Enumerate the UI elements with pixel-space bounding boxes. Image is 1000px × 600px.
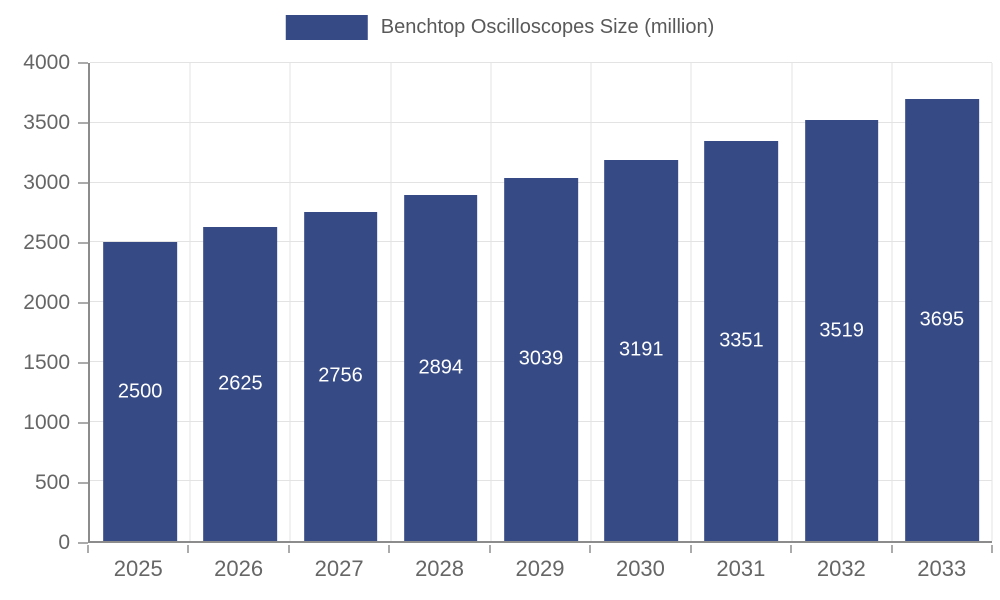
bar-2031: 3351 [704,140,779,541]
x-tick-4 [488,545,491,553]
bar-value-label-2027: 2756 [318,364,363,387]
y-tick-label-1000: 1000 [23,411,70,434]
y-axis-labels: 0 500 1000 1500 2000 2500 3000 3500 4000 [0,51,70,554]
gridline-v-8 [891,63,893,541]
x-axis-ticks [87,545,993,553]
bar-value-label-2029: 3039 [518,347,564,370]
y-tick-label-4000: 4000 [23,51,70,74]
legend: Benchtop Oscilloscopes Size (million) [285,15,715,40]
x-tick-label-2029: 2029 [515,556,565,581]
gridline-v-9 [991,63,993,541]
y-tick-0 [78,542,88,544]
gridline-v-3 [390,63,392,541]
gridline-v-4 [490,63,492,541]
y-tick-label-2000: 2000 [23,291,70,314]
bar-2029: 3039 [504,177,578,541]
y-tick-4000 [78,62,88,64]
y-tick-label-3000: 3000 [23,171,70,194]
x-tick-5 [589,545,592,553]
x-tick-label-2027: 2027 [314,556,364,581]
bar-value-label-2033: 3695 [919,308,965,331]
gridline-v-2 [289,63,291,541]
y-tick-2000 [78,302,88,304]
y-tick-1500 [78,362,88,364]
y-tick-500 [78,482,88,484]
x-tick-label-2026: 2026 [214,556,264,581]
gridline-v-1 [189,63,191,541]
x-tick-2 [287,545,290,553]
x-axis-labels: 2025 2026 2027 2028 2029 2030 2031 2032 2033 [88,556,992,588]
y-tick-label-500: 500 [34,471,70,494]
x-tick-7 [790,545,793,553]
bars-layer: 2500 2625 2756 2894 3039 3191 3351 3519 3695 [90,63,992,541]
x-tick-9 [991,545,993,553]
gridline-h-3500 [90,121,992,123]
y-tick-1000 [78,422,88,424]
bar-2030: 3191 [604,159,679,541]
bar-2032: 3519 [804,120,879,541]
gridline-v-6 [690,63,692,541]
x-tick-1 [187,545,190,553]
y-axis-ticks [0,62,88,544]
bar-value-label-2025: 2500 [117,380,163,403]
bar-2027: 2756 [303,211,378,541]
x-tick-label-2031: 2031 [716,556,766,581]
y-tick-label-3500: 3500 [23,111,70,134]
x-tick-6 [689,545,692,553]
bar-value-label-2030: 3191 [618,338,664,361]
bar-value-label-2026: 2625 [218,372,263,395]
y-tick-3000 [78,182,88,184]
x-tick-label-2025: 2025 [113,556,163,581]
y-tick-2500 [78,242,88,244]
bar-value-label-2032: 3519 [819,319,864,342]
gridline-h-4000 [90,62,992,63]
x-tick-3 [388,545,391,553]
x-tick-label-2033: 2033 [917,556,967,581]
bar-2025: 2500 [103,242,177,541]
y-tick-label-2500: 2500 [23,231,70,254]
x-tick-label-2030: 2030 [615,556,665,581]
bar-2033: 3695 [905,99,979,541]
gridline-v-5 [590,63,592,541]
legend-swatch [285,15,368,40]
x-tick-label-2032: 2032 [816,556,866,581]
y-tick-3500 [78,122,88,124]
y-tick-label-0: 0 [58,531,70,554]
plot-area: 2500 2625 2756 2894 3039 3191 3351 3519 3695 [88,62,993,543]
bar-value-label-2031: 3351 [719,329,764,352]
legend-label: Benchtop Oscilloscopes Size (million) [380,16,715,38]
x-tick-8 [890,545,893,553]
x-tick-label-2028: 2028 [415,556,465,581]
gridline-v-7 [791,63,793,541]
y-tick-label-1500: 1500 [23,351,70,374]
x-tick-0 [87,545,89,553]
bar-value-label-2028: 2894 [418,356,464,379]
bar-2026: 2625 [203,227,278,541]
bar-2028: 2894 [403,195,478,541]
